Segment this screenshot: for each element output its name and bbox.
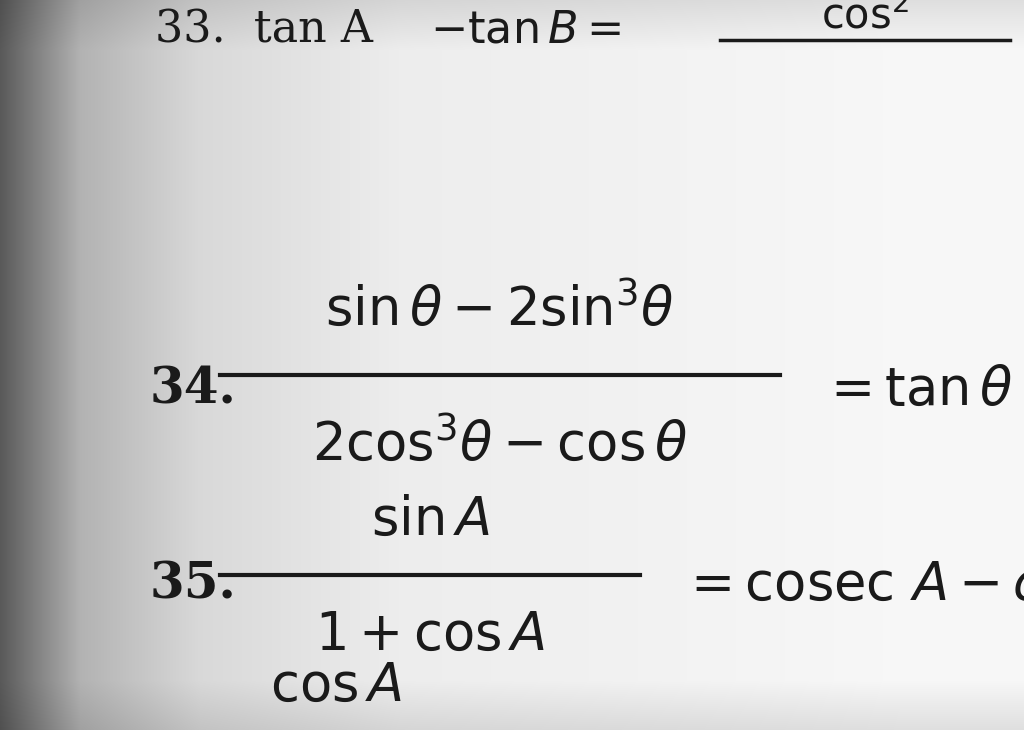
Text: 35.: 35. xyxy=(150,561,237,610)
Text: $1 + \cos A$: $1 + \cos A$ xyxy=(315,610,545,661)
Text: $\sin A$: $\sin A$ xyxy=(371,494,489,545)
Text: $2\cos^3\!\theta - \cos\theta$: $2\cos^3\!\theta - \cos\theta$ xyxy=(312,419,688,472)
Text: $= \tan\theta$: $= \tan\theta$ xyxy=(820,364,1013,415)
Text: $-\tan B=$: $-\tan B=$ xyxy=(430,9,622,52)
Text: 34.: 34. xyxy=(150,366,237,415)
Text: $\cos A$: $\cos A$ xyxy=(270,661,401,712)
Text: $\cos^2$: $\cos^2$ xyxy=(821,0,909,37)
Text: 33.  tan A: 33. tan A xyxy=(155,9,373,52)
Text: $= \mathrm{cosec}\ A - c$: $= \mathrm{cosec}\ A - c$ xyxy=(680,559,1024,610)
Text: $\sin\theta - 2\sin^3\!\theta$: $\sin\theta - 2\sin^3\!\theta$ xyxy=(326,284,675,337)
